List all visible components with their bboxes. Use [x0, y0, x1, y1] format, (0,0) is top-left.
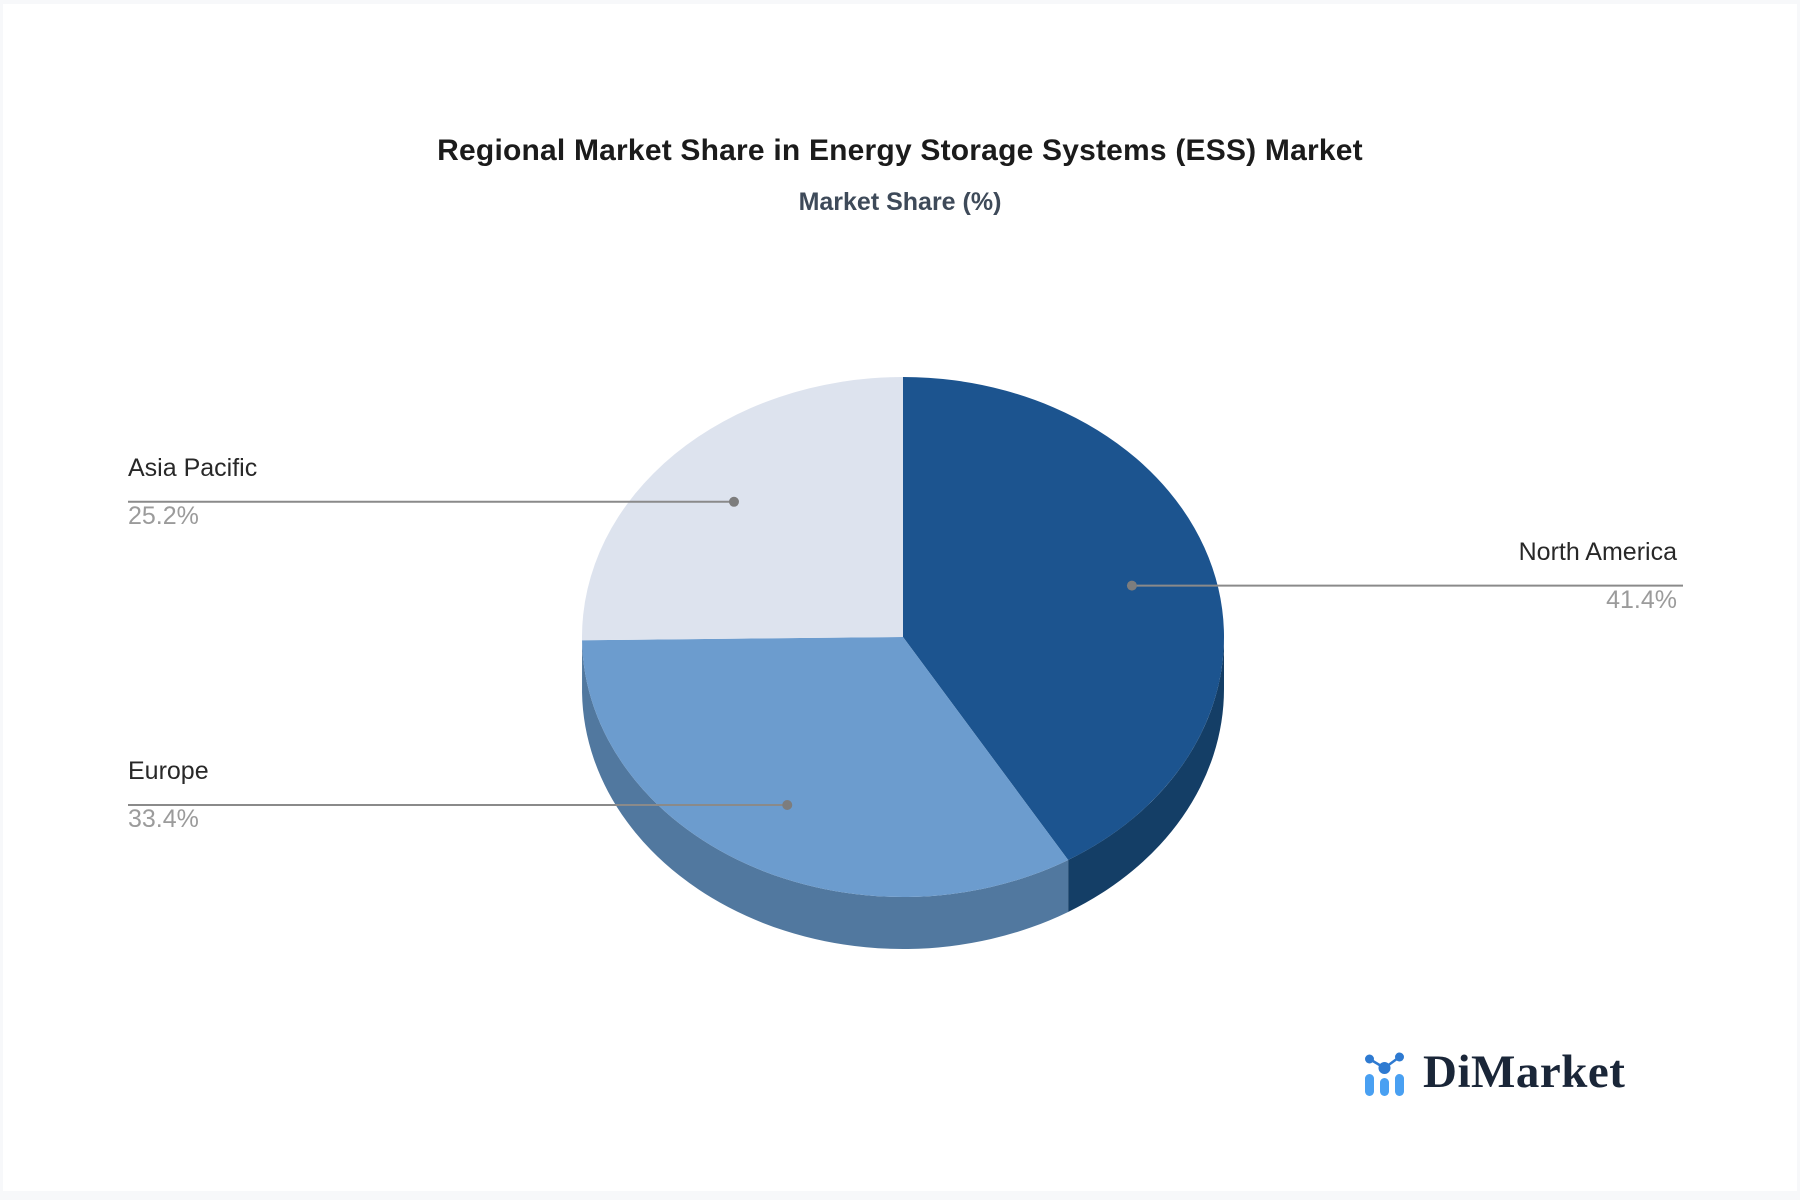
slice-name: Asia Pacific [128, 453, 258, 482]
slice-name: North America [1518, 537, 1677, 566]
slice-label-asia-pacific: Asia Pacific 25.2% [128, 454, 688, 530]
chart-title: Regional Market Share in Energy Storage … [437, 134, 1363, 167]
chart-canvas: Regional Market Share in Energy Storage … [3, 4, 1797, 1191]
slice-value: 25.2% [128, 501, 199, 530]
bar-line-chart-icon [1365, 1052, 1404, 1096]
brand-name: DiMarket [1423, 1046, 1626, 1098]
pie-chart [128, 377, 1683, 950]
slice-label-europe: Europe 33.4% [128, 757, 688, 833]
chart-subtitle: Market Share (%) [798, 188, 1002, 216]
slice-value: 33.4% [128, 805, 199, 834]
brand-watermark: DiMarket [1363, 1044, 1625, 1100]
slice-name: Europe [128, 757, 209, 786]
slice-value: 41.4% [1606, 585, 1677, 614]
slice-label-north-america: North America 41.4% [1117, 538, 1677, 614]
